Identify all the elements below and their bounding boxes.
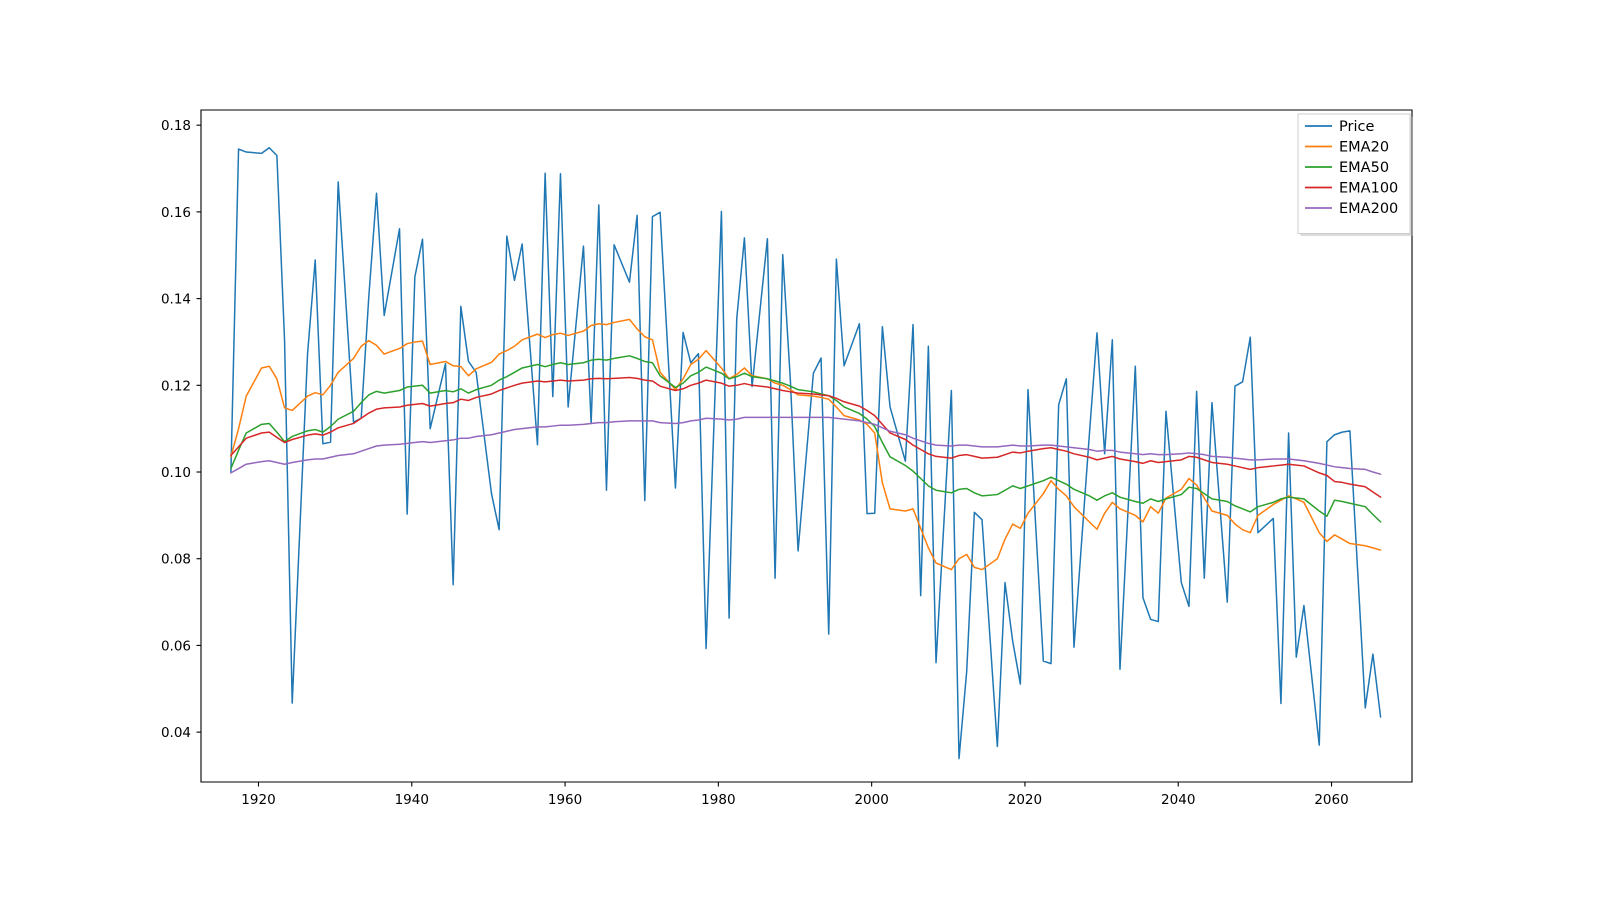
legend-label-ema200: EMA200 [1339, 201, 1398, 217]
chart-legend[interactable]: Price EMA20 EMA50 EMA100 EMA200 [1297, 113, 1413, 236]
x-tick-label: 2060 [1314, 792, 1348, 808]
y-tick-label: 0.08 [161, 552, 191, 568]
x-tick-label: 2000 [854, 792, 888, 808]
x-tick-label: 1960 [548, 792, 582, 808]
y-tick-label: 0.14 [161, 292, 191, 308]
legend-label-price: Price [1339, 119, 1374, 135]
series-line-ema50 [230, 355, 1382, 523]
x-tick-label: 1980 [701, 792, 735, 808]
plot-frame [200, 109, 1413, 783]
series-line-ema100 [230, 376, 1382, 498]
y-tick-label: 0.12 [161, 378, 191, 394]
legend-label-ema100: EMA100 [1339, 181, 1398, 197]
legend-label-ema20: EMA20 [1339, 140, 1389, 156]
series-line-ema200 [230, 416, 1382, 475]
y-tick-label: 0.10 [161, 465, 191, 481]
y-tick-label: 0.04 [161, 725, 191, 741]
series-line-ema20 [230, 318, 1382, 571]
legend-background [1297, 113, 1411, 234]
y-tick-label: 0.18 [161, 118, 191, 134]
legend-label-ema50: EMA50 [1339, 160, 1389, 176]
y-tick-label: 0.16 [161, 205, 191, 221]
x-tick-label: 1920 [241, 792, 275, 808]
data-series [230, 146, 1382, 760]
x-tick-label: 2020 [1008, 792, 1042, 808]
y-tick-label: 0.06 [161, 638, 191, 654]
axes: 0.04 0.06 0.08 0.10 0.12 0.14 0.16 0.18 1920 1940… [161, 109, 1413, 808]
series-line-price [230, 146, 1382, 760]
x-tick-label: 2040 [1161, 792, 1195, 808]
x-tick-label: 1940 [395, 792, 429, 808]
